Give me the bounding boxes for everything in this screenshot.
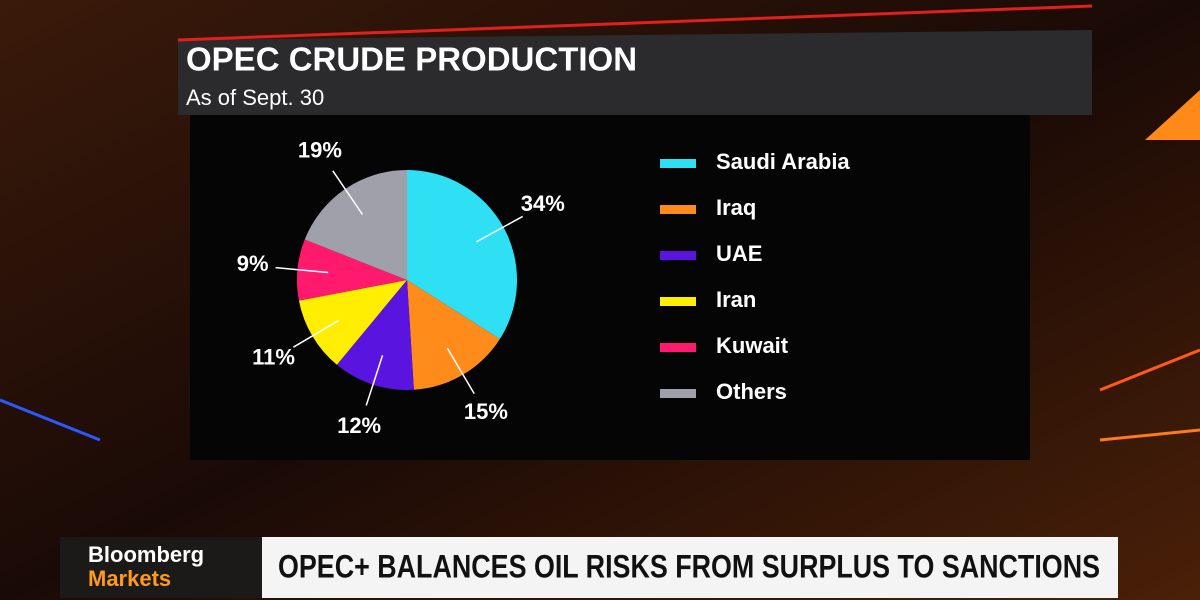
leader-line <box>332 170 364 215</box>
decoration <box>1099 428 1200 442</box>
channel: Markets <box>88 566 171 591</box>
legend-swatch <box>660 159 696 168</box>
chart-title: OPEC CRUDE PRODUCTION <box>186 41 637 78</box>
pie-slice <box>336 280 414 390</box>
leader-line <box>275 266 329 274</box>
pie-slice <box>304 170 407 280</box>
brand-box <box>60 537 262 598</box>
legend-swatch <box>660 389 696 398</box>
leader-line <box>476 215 524 243</box>
chart-subtitle: As of Sept. 30 <box>186 85 324 110</box>
legend-label: Iran <box>716 287 756 312</box>
leader-line <box>293 319 340 348</box>
accent-line <box>177 4 1093 42</box>
pie-slice <box>407 170 517 339</box>
legend-swatch <box>660 251 696 260</box>
decoration <box>1145 90 1200 140</box>
pie-slice <box>407 280 500 390</box>
data-label: 9% <box>237 251 269 276</box>
legend-swatch <box>660 343 696 352</box>
legend-swatch <box>660 297 696 306</box>
decoration <box>0 398 101 442</box>
data-label: 34% <box>521 191 565 216</box>
data-label: 19% <box>298 138 342 163</box>
pie-slice <box>298 280 407 365</box>
chart-header <box>178 30 1092 115</box>
legend-label: Others <box>716 379 787 404</box>
brand: Bloomberg <box>88 542 204 567</box>
decoration <box>1099 348 1200 392</box>
leader-line <box>365 355 384 406</box>
legend-swatch <box>660 205 696 214</box>
pie-slice <box>296 239 407 301</box>
legend-label: Kuwait <box>716 333 789 358</box>
pie: 34% 15% 12% 11% 9% 19% <box>237 138 565 439</box>
headline: OPEC+ BALANCES OIL RISKS FROM SURPLUS TO… <box>278 548 1100 584</box>
leader-line <box>446 347 475 394</box>
legend-label: Iraq <box>716 195 756 220</box>
legend: Saudi Arabia Iraq UAE Iran Kuwait Others <box>660 149 850 404</box>
headline-bar <box>262 537 1118 598</box>
legend-label: Saudi Arabia <box>716 149 850 174</box>
data-label: 15% <box>464 399 508 424</box>
legend-label: UAE <box>716 241 762 266</box>
data-label: 11% <box>252 345 295 370</box>
data-label: 12% <box>337 413 381 438</box>
